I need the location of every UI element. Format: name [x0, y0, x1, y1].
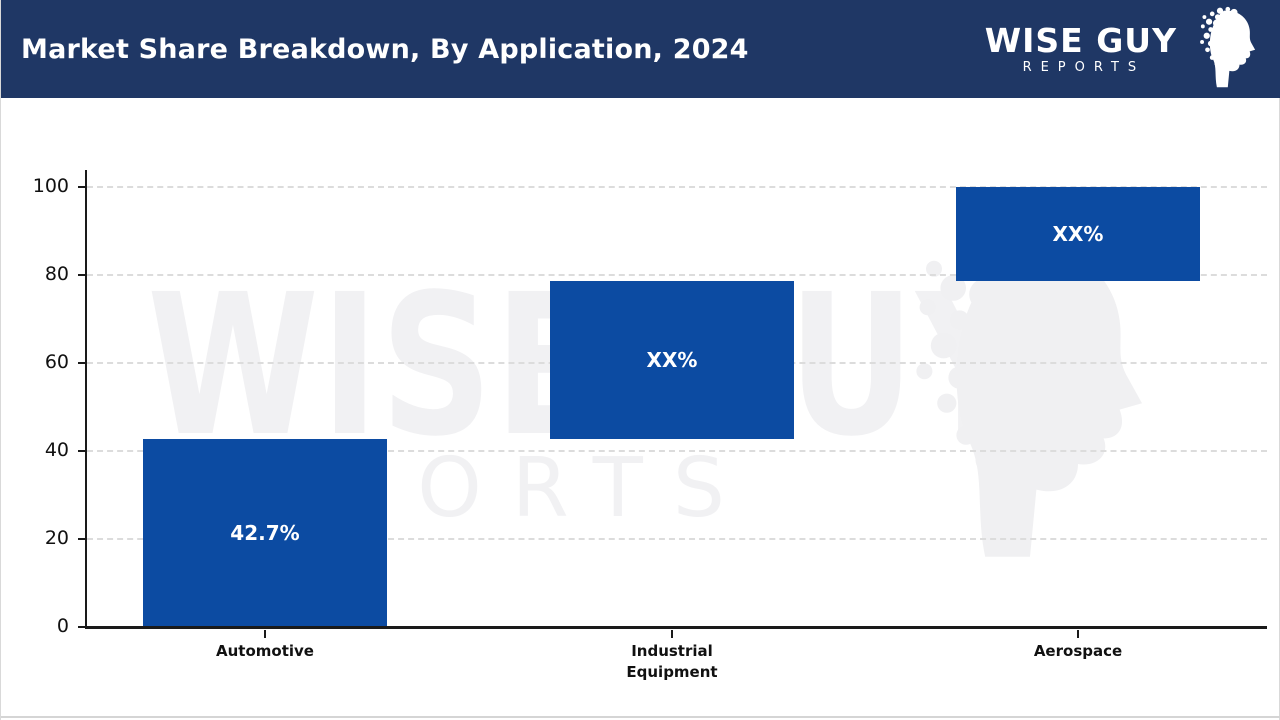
y-tick-label-100: 100: [32, 175, 69, 197]
y-tick-label-40: 40: [44, 439, 69, 461]
page-title: Market Share Breakdown, By Application, …: [21, 33, 749, 65]
bar-industrial-equipment: XX%: [550, 281, 794, 440]
gridline-80: [87, 274, 1267, 276]
y-tick-40: [78, 450, 87, 452]
y-tick-label-20: 20: [44, 527, 69, 549]
x-tick-aerospace: [1077, 630, 1079, 638]
bar-automotive: 42.7%: [143, 439, 387, 627]
y-tick-100: [78, 186, 87, 188]
wiseguy-logo: WISE GUY REPORTS: [985, 6, 1259, 92]
logo-head-icon: [1181, 6, 1259, 92]
x-axis-label-industrial-equipment: Industrial Equipment: [626, 642, 718, 681]
y-axis-line: [85, 170, 87, 629]
bottom-rule: [1, 716, 1280, 718]
header: Market Share Breakdown, By Application, …: [1, 0, 1280, 98]
y-tick-20: [78, 538, 87, 540]
x-tick-automotive: [264, 630, 266, 638]
gridline-40: [87, 450, 1267, 452]
x-axis-line: [85, 626, 1267, 629]
logo-text: WISE GUY REPORTS: [985, 24, 1177, 75]
x-tick-industrial-equipment: [671, 630, 673, 638]
bar-value-label-automotive: 42.7%: [230, 521, 300, 546]
y-tick-0: [78, 626, 87, 628]
gridline-100: [87, 186, 1267, 188]
logo-wordmark: WISE GUY: [984, 20, 1177, 60]
x-axis-label-aerospace: Aerospace: [1033, 642, 1123, 660]
gridline-20: [87, 538, 1267, 540]
y-tick-label-0: 0: [56, 615, 69, 637]
y-tick-label-80: 80: [44, 263, 69, 285]
logo-sub: REPORTS: [1022, 59, 1146, 75]
y-tick-60: [78, 362, 87, 364]
bar-aerospace: XX%: [956, 187, 1200, 282]
plot: 0 20 40 60 80 100 42.7% XX% XX% Automotive Industr…: [33, 170, 1267, 681]
x-axis-label-automotive: Automotive: [216, 642, 314, 660]
bar-value-label-industrial-equipment: XX%: [646, 348, 698, 373]
y-tick-label-60: 60: [44, 351, 69, 373]
y-tick-80: [78, 274, 87, 276]
bar-value-label-aerospace: XX%: [1052, 222, 1104, 247]
